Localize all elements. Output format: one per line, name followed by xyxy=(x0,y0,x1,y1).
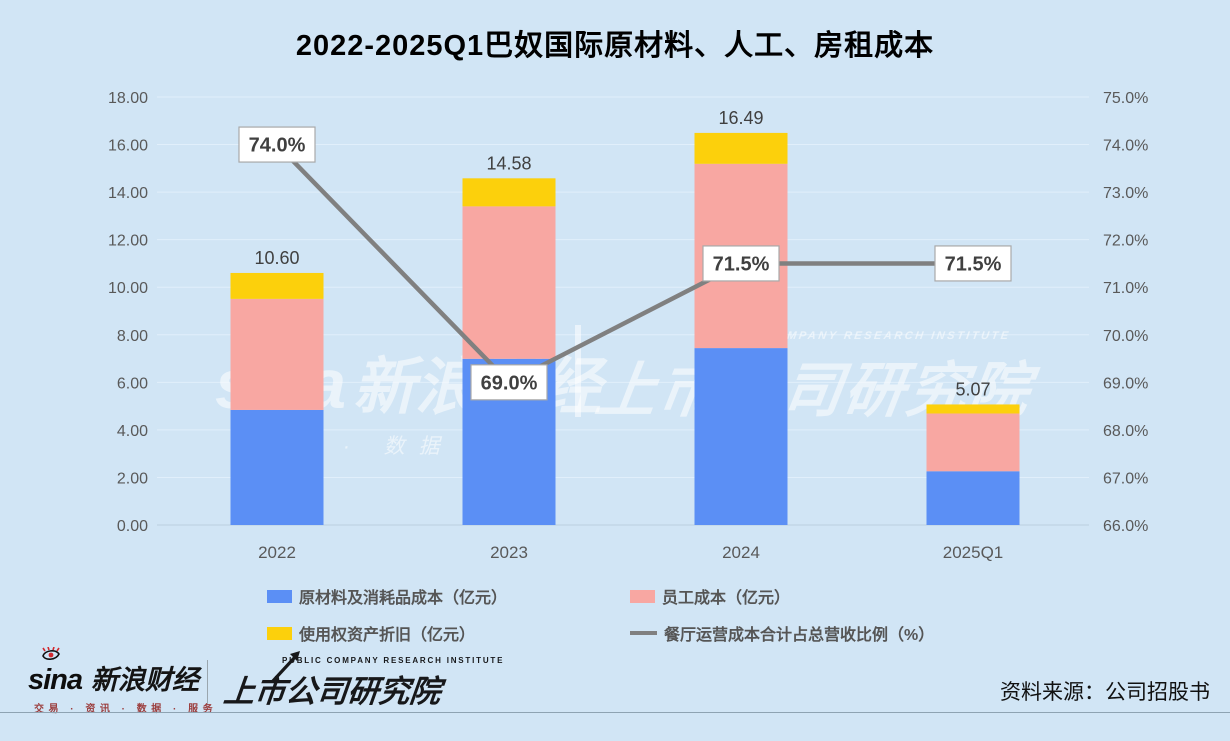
right-axis-label: 68.0% xyxy=(1103,423,1148,440)
bar-segment xyxy=(462,178,556,207)
chart-title: 2022-2025Q1巴奴国际原材料、人工、房租成本 xyxy=(295,30,935,62)
pcri-arrow-icon xyxy=(270,651,300,684)
legend-label-raw-materials: 原材料及消耗品成本（亿元） xyxy=(299,590,508,607)
pcri-logo-main-text: 上市公司研究院 xyxy=(221,674,443,709)
watermark-divider xyxy=(575,325,581,417)
legend-item-depreciation: 使用权资产折旧（亿元） xyxy=(267,621,475,645)
line-label: 74.0% xyxy=(249,135,306,157)
bar-segment xyxy=(462,206,556,359)
line-label-box xyxy=(470,364,548,401)
left-axis-label: 12.00 xyxy=(108,233,148,250)
left-axis-label: 14.00 xyxy=(108,185,148,202)
x-axis-label: 2025Q1 xyxy=(943,543,1004,562)
x-axis-label: 2022 xyxy=(258,543,296,562)
bar-segment xyxy=(230,409,324,525)
bar-total-label: 5.07 xyxy=(955,379,990,399)
bar-segment xyxy=(230,272,324,299)
right-axis-label: 71.0% xyxy=(1103,280,1148,297)
line-label: 71.5% xyxy=(713,253,770,275)
legend-item-staff-cost: 员工成本（亿元） xyxy=(630,584,790,608)
legend-label-staff-cost: 员工成本（亿元） xyxy=(662,590,791,607)
legend-swatch-staff-cost xyxy=(630,589,655,603)
right-axis-label: 67.0% xyxy=(1103,470,1148,487)
footer-rule xyxy=(0,712,1230,713)
line-label-box xyxy=(702,245,780,282)
sina-finance-logo: sina 新浪财经 交易 · 资讯 · 数据 · 服务 xyxy=(28,647,218,715)
bar-total-label: 16.49 xyxy=(718,108,763,128)
left-axis-label: 16.00 xyxy=(108,138,148,155)
left-axis-label: 0.00 xyxy=(117,518,148,535)
legend-label-cost-ratio-line: 餐厅运营成本合计占总营收比例（%） xyxy=(664,627,935,644)
line-label-box xyxy=(238,126,316,163)
bar-segment xyxy=(926,413,1020,472)
line-label: 69.0% xyxy=(481,372,538,394)
pcri-logo: PUBLIC COMPANY RESEARCH INSTITUTE 上市公司研究… xyxy=(221,651,505,711)
bar-total-label: 14.58 xyxy=(486,153,531,173)
bar-segment xyxy=(694,348,788,525)
trend-line xyxy=(275,142,973,385)
sina-brand: sina xyxy=(28,664,83,696)
line-label: 71.5% xyxy=(945,253,1002,275)
data-source-label: 资料来源：公司招股书 xyxy=(1000,681,1210,704)
left-axis-label: 8.00 xyxy=(117,328,148,345)
left-axis-label: 18.00 xyxy=(108,90,148,107)
legend-swatch-depreciation xyxy=(267,626,292,640)
footer: sina 新浪财经 交易 · 资讯 · 数据 · 服务 PUBLIC COMPA… xyxy=(0,647,1230,741)
right-axis-label: 66.0% xyxy=(1103,518,1148,535)
right-axis-label: 70.0% xyxy=(1103,328,1148,345)
legend-label-depreciation: 使用权资产折旧（亿元） xyxy=(299,627,476,644)
right-axis-label: 75.0% xyxy=(1103,90,1148,107)
bar-segment xyxy=(926,404,1020,414)
chart-data-layer: 10.60 14.58 16.49 5.07 74.0% 69.0% 71.5% 71.5% xyxy=(230,108,1020,525)
x-axis-label: 2024 xyxy=(722,543,760,562)
bar-total-label: 10.60 xyxy=(254,248,299,268)
bar-segment xyxy=(694,132,788,164)
footer-divider xyxy=(207,660,208,704)
legend-swatch-cost-ratio-line xyxy=(630,631,657,635)
legend-item-raw-materials: 原材料及消耗品成本（亿元） xyxy=(267,584,507,608)
legend-item-cost-ratio-line: 餐厅运营成本合计占总营收比例（%） xyxy=(630,621,934,645)
bar-segment xyxy=(230,298,324,410)
legend-swatch-raw-materials xyxy=(267,589,292,603)
x-axis-label: 2023 xyxy=(490,543,528,562)
right-axis-label: 69.0% xyxy=(1103,375,1148,392)
right-axis-label: 72.0% xyxy=(1103,233,1148,250)
left-axis-label: 10.00 xyxy=(108,280,148,297)
left-axis-label: 2.00 xyxy=(117,470,148,487)
sina-eye-icon xyxy=(42,647,60,660)
right-axis-label: 74.0% xyxy=(1103,138,1148,155)
sina-brand-cn: 新浪财经 xyxy=(91,665,200,695)
sina-tagline: 交易 · 资讯 · 数据 · 服务 xyxy=(34,704,218,715)
bar-segment xyxy=(926,471,1020,525)
pcri-logo-small-text: PUBLIC COMPANY RESEARCH INSTITUTE xyxy=(282,656,505,665)
left-axis-label: 6.00 xyxy=(117,375,148,392)
line-label-box xyxy=(934,245,1012,282)
right-axis-label: 73.0% xyxy=(1103,185,1148,202)
left-axis-label: 4.00 xyxy=(117,423,148,440)
